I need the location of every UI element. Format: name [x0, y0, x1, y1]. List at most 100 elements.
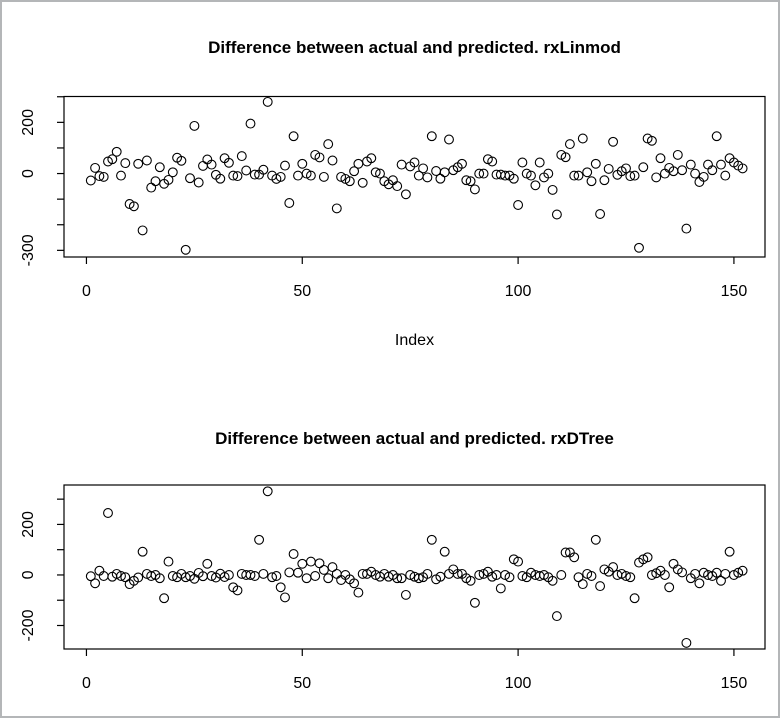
data-point: [513, 200, 524, 210]
data-point: [258, 164, 269, 175]
data-point: [141, 155, 152, 166]
data-point: [301, 573, 312, 584]
data-point: [280, 160, 290, 171]
data-point: [646, 135, 657, 146]
data-point: [344, 176, 355, 187]
data-point: [120, 158, 131, 169]
data-point: [370, 167, 381, 178]
data-point: [318, 564, 329, 575]
data-point: [228, 170, 239, 181]
data-point: [409, 157, 420, 168]
data-point: [189, 120, 200, 131]
data-point: [694, 578, 705, 589]
data-point: [504, 572, 515, 583]
data-point: [375, 168, 385, 179]
data-point: [737, 565, 748, 576]
data-point: [254, 534, 265, 545]
data-point: [513, 556, 524, 567]
data-point: [625, 572, 636, 583]
data-point: [638, 162, 649, 173]
data-point: [392, 573, 403, 584]
data-point: [469, 184, 480, 195]
data-point: [474, 168, 485, 179]
data-point: [396, 159, 407, 170]
data-point: [608, 136, 619, 147]
data-point: [150, 176, 161, 187]
data-point: [349, 166, 360, 177]
x-axis-tick-label: 50: [293, 675, 311, 692]
x-axis-tick-label: 50: [293, 283, 311, 300]
data-point: [590, 534, 601, 545]
data-point: [703, 159, 713, 170]
data-point: [681, 223, 692, 234]
data-points: [85, 486, 748, 648]
data-point: [327, 155, 338, 166]
data-point: [711, 131, 722, 142]
x-axis-tick-label: 100: [505, 675, 532, 692]
x-axis-tick-label: 150: [721, 283, 748, 300]
data-point: [90, 578, 101, 589]
data-point: [595, 209, 606, 219]
data-point: [262, 486, 273, 497]
data-point: [293, 567, 303, 578]
data-point: [573, 572, 584, 583]
data-point: [128, 201, 139, 212]
data-point: [577, 133, 588, 144]
data-point: [672, 149, 683, 160]
data-point: [573, 170, 584, 181]
data-point: [564, 139, 575, 150]
data-point: [137, 225, 148, 236]
data-point: [249, 169, 260, 180]
data-point: [478, 168, 489, 179]
data-point: [331, 203, 342, 214]
data-point: [642, 552, 653, 563]
data-point: [707, 165, 718, 176]
data-point: [163, 174, 174, 185]
y-axis-tick-label: 0: [20, 570, 37, 579]
data-point: [577, 579, 588, 590]
data-point: [357, 177, 368, 188]
data-point: [275, 582, 286, 593]
data-point: [461, 175, 472, 186]
data-point: [444, 134, 454, 145]
data-point: [146, 182, 157, 193]
data-point: [116, 170, 126, 181]
data-point: [465, 575, 476, 586]
data-point: [223, 570, 234, 580]
data-point: [323, 139, 334, 150]
x-axis-tick-label: 150: [721, 675, 748, 692]
data-point: [582, 167, 593, 178]
data-point: [551, 209, 562, 220]
data-point: [198, 160, 208, 171]
data-point: [530, 180, 541, 191]
data-point: [297, 558, 308, 569]
data-point: [288, 131, 299, 142]
data-point: [720, 170, 731, 181]
data-point: [271, 571, 282, 581]
data-point: [720, 568, 731, 579]
data-point: [85, 571, 96, 582]
data-point: [94, 171, 105, 182]
data-point: [176, 155, 187, 166]
data-point: [167, 167, 178, 178]
data-point: [293, 170, 303, 181]
data-point: [629, 593, 640, 604]
data-point: [547, 575, 558, 586]
data-point: [586, 176, 597, 187]
data-point: [154, 162, 165, 173]
data-point: [698, 171, 709, 182]
data-point: [120, 572, 131, 583]
data-point: [569, 552, 580, 563]
data-point: [245, 118, 256, 129]
data-point: [737, 163, 748, 174]
data-point: [621, 163, 631, 174]
data-point: [400, 189, 411, 200]
data-point: [366, 153, 377, 164]
data-point: [400, 589, 411, 600]
data-point: [435, 571, 446, 582]
y-axis-tick-label: 0: [20, 169, 37, 178]
data-point: [655, 153, 666, 164]
data-point: [280, 592, 290, 603]
data-point: [422, 568, 433, 579]
data-point: [154, 573, 165, 584]
